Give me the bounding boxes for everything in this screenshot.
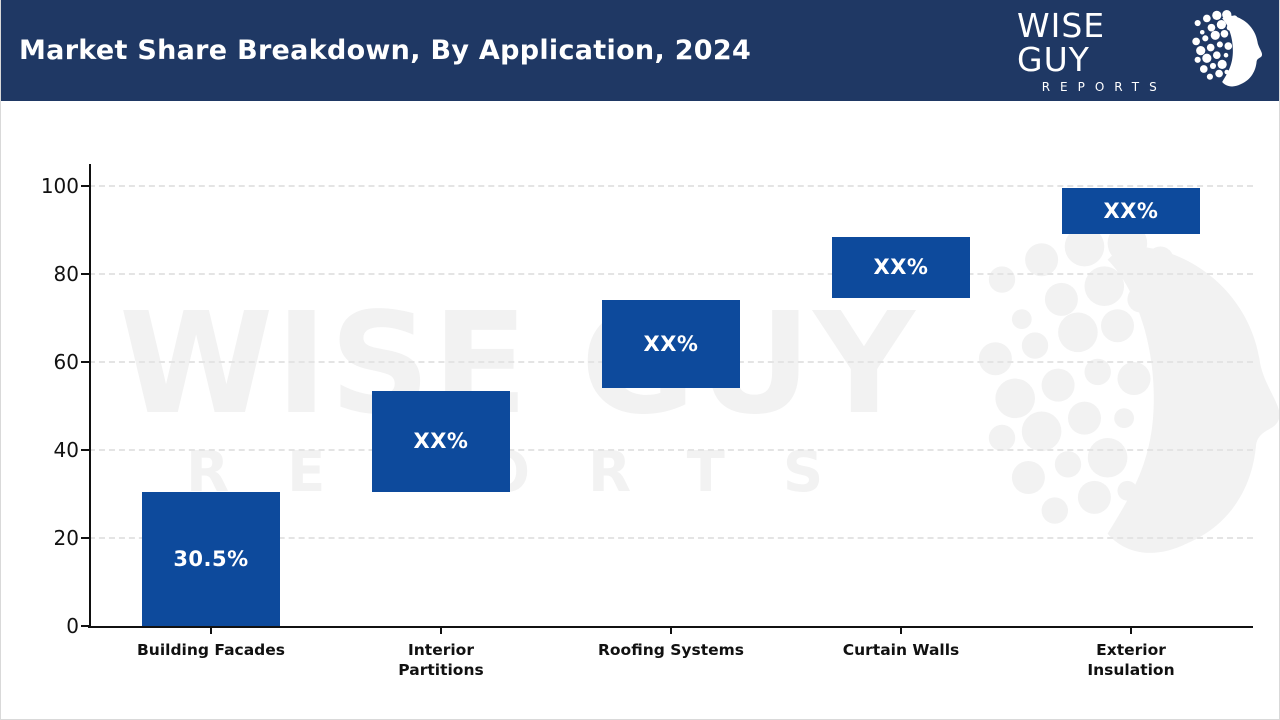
y-tick-mark-100 xyxy=(81,185,89,187)
logo-head-icon xyxy=(1192,10,1263,87)
y-tick-label-80: 80 xyxy=(53,262,79,286)
x-tick-mark-exterior-insulation xyxy=(1130,627,1132,634)
x-tick-mark-building-facades xyxy=(210,627,212,634)
gridline-100 xyxy=(89,185,1253,187)
logo-wordmark: WISE GUY xyxy=(1017,5,1106,79)
x-tick-mark-roofing-systems xyxy=(670,627,672,634)
x-tick-mark-curtain-walls xyxy=(900,627,902,634)
wiseguy-logo: WISE GUY REPORTS xyxy=(1017,6,1267,96)
x-category-label-line: Interior xyxy=(408,641,474,659)
x-category-label-line: Roofing Systems xyxy=(597,641,745,659)
y-tick-label-0: 0 xyxy=(66,614,79,638)
y-tick-mark-40 xyxy=(81,449,89,451)
gridline-20 xyxy=(89,537,1253,539)
bar-curtain-walls: XX% xyxy=(832,236,970,299)
y-tick-label-100: 100 xyxy=(40,174,79,198)
x-category-label-line: Partitions xyxy=(398,661,484,679)
x-category-label-line: Insulation xyxy=(1087,661,1175,679)
x-category-label-line: Building Facades xyxy=(136,641,286,659)
page-title: Market Share Breakdown, By Application, … xyxy=(19,35,752,66)
bar-value-label-curtain-walls: XX% xyxy=(873,255,929,280)
x-category-label-line: Curtain Walls xyxy=(842,641,960,659)
bar-roofing-systems: XX% xyxy=(602,300,740,389)
logo-subtitle: REPORTS xyxy=(1041,79,1167,94)
y-axis-line xyxy=(89,164,91,628)
y-tick-label-60: 60 xyxy=(53,350,79,374)
y-tick-mark-60 xyxy=(81,361,89,363)
bar-value-label-building-facades: 30.5% xyxy=(173,546,249,571)
report-header: Market Share Breakdown, By Application, … xyxy=(1,0,1279,101)
bar-building-facades: 30.5% xyxy=(142,491,280,626)
bar-value-label-exterior-insulation: XX% xyxy=(1103,199,1159,224)
x-category-label-exterior-insulation: Exterior Insulation xyxy=(1036,640,1226,680)
y-tick-mark-20 xyxy=(81,537,89,539)
y-tick-mark-80 xyxy=(81,273,89,275)
x-category-label-interior-partitions: Interior Partitions xyxy=(346,640,536,680)
y-tick-label-40: 40 xyxy=(53,438,79,462)
x-category-label-line: Exterior xyxy=(1096,641,1166,659)
y-tick-label-20: 20 xyxy=(53,526,79,550)
bar-value-label-interior-partitions: XX% xyxy=(413,429,469,454)
gridline-40 xyxy=(89,449,1253,451)
bar-interior-partitions: XX% xyxy=(372,390,510,492)
gridline-80 xyxy=(89,273,1253,275)
x-category-label-roofing-systems: Roofing Systems xyxy=(576,640,766,660)
x-category-label-building-facades: Building Facades xyxy=(116,640,306,660)
x-tick-mark-interior-partitions xyxy=(440,627,442,634)
bar-value-label-roofing-systems: XX% xyxy=(643,332,699,357)
bar-exterior-insulation: XX% xyxy=(1062,188,1200,235)
y-tick-mark-0 xyxy=(81,625,89,627)
x-category-label-curtain-walls: Curtain Walls xyxy=(806,640,996,660)
logo-wordmark-block: WISE GUY REPORTS xyxy=(1017,5,1186,94)
x-axis-line xyxy=(88,626,1253,628)
